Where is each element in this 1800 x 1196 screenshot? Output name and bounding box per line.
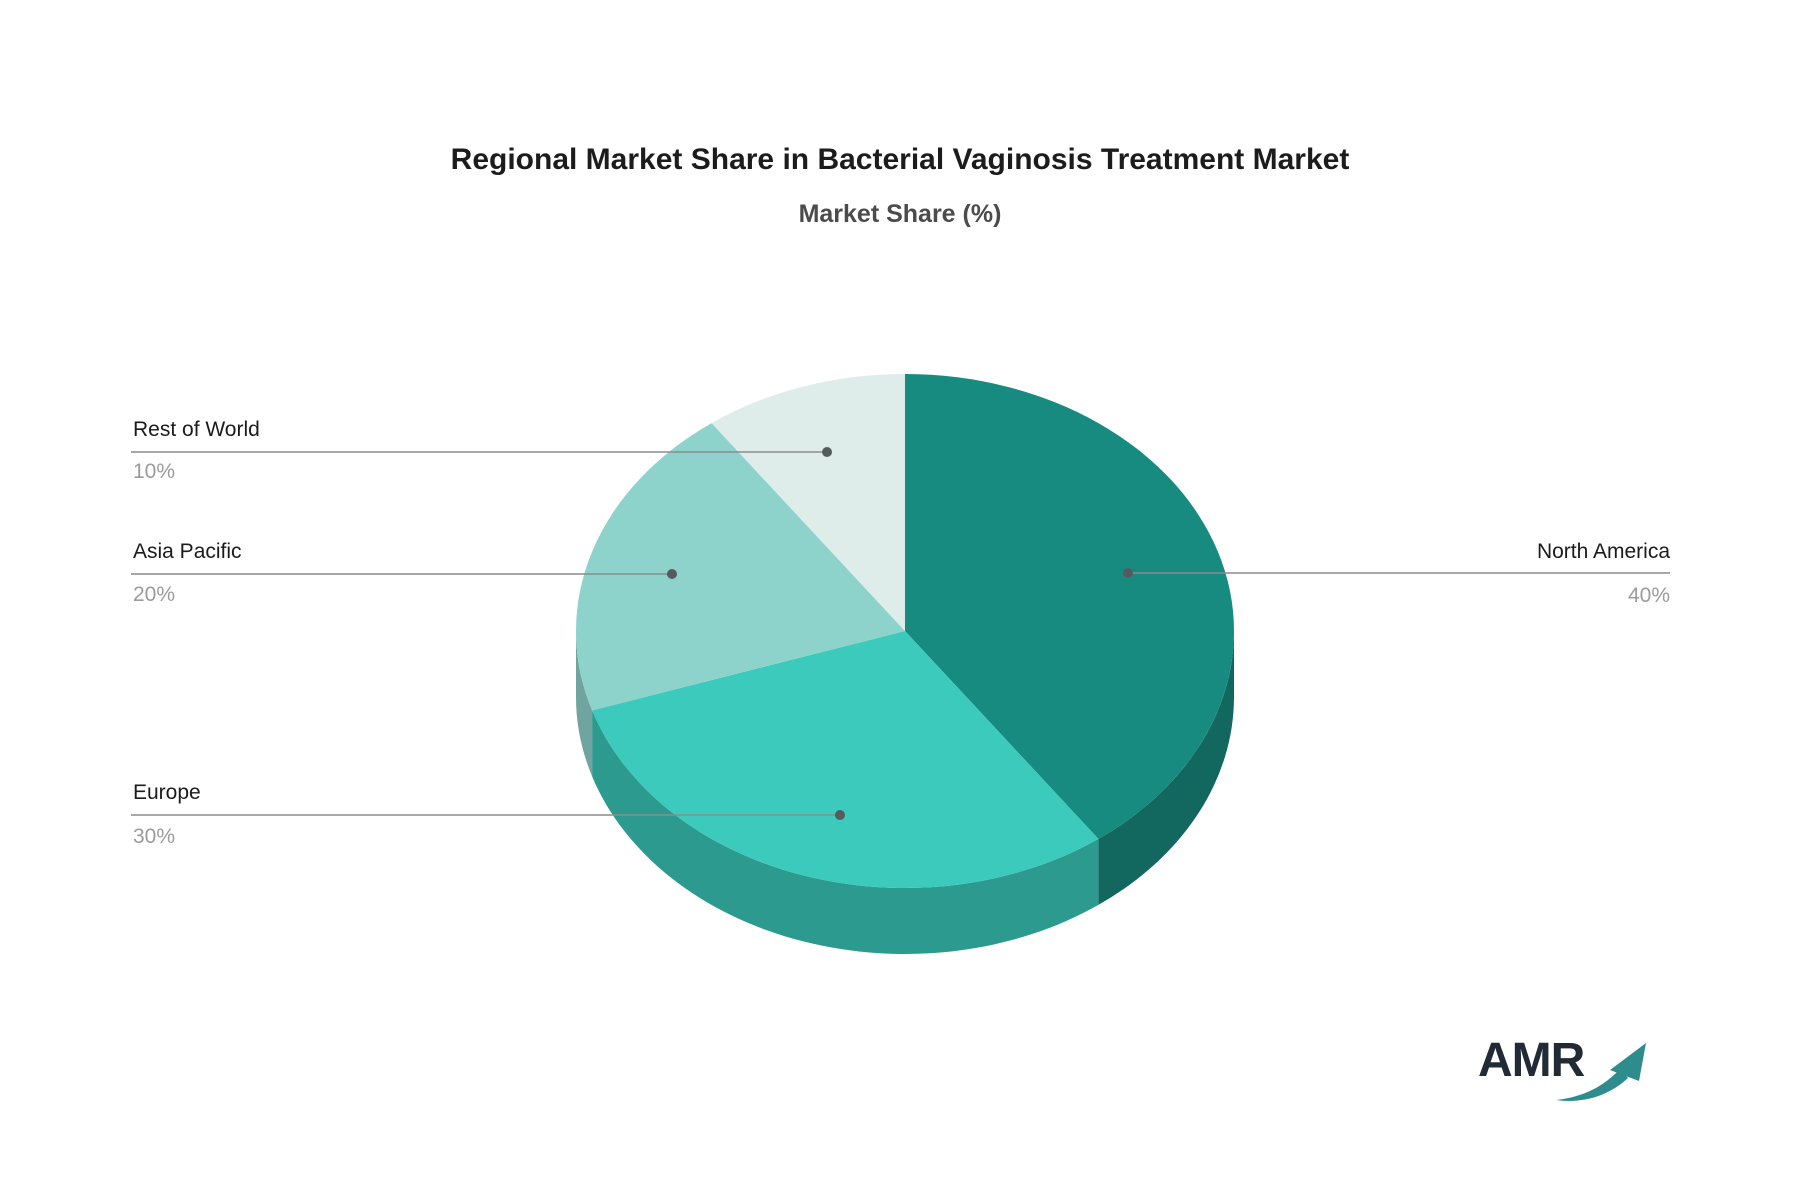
pie-slice-north-america[interactable] (905, 374, 1234, 839)
pie-slice-side-europe (592, 710, 1099, 954)
percent-rest-of-world: 10% (133, 460, 176, 483)
percent-europe: 30% (133, 825, 176, 848)
amr-logo-text: AMR (1478, 1034, 1585, 1087)
amr-logo-arrow-icon (1556, 1043, 1646, 1101)
percent-asia-pacific: 20% (133, 583, 176, 606)
chart-title: Regional Market Share in Bacterial Vagin… (450, 143, 1350, 176)
chart-subtitle: Market Share (%) (798, 200, 1002, 228)
amr-logo: AMR (1478, 1033, 1698, 1123)
leader-dot-north-america (1123, 568, 1133, 578)
label-rest-of-world: Rest of World (133, 418, 260, 441)
leader-dot-europe (835, 810, 845, 820)
label-north-america: North America (1536, 540, 1670, 563)
pie-slice-asia-pacific[interactable] (576, 423, 905, 711)
label-asia-pacific: Asia Pacific (133, 540, 242, 563)
pie-slice-rest-of-world[interactable] (711, 374, 905, 631)
pie-slice-side-asia-pacific (576, 631, 593, 777)
leader-dot-asia-pacific (667, 569, 677, 579)
percent-north-america: 40% (1627, 584, 1670, 607)
pie-slice-side-north-america (1098, 631, 1234, 905)
label-europe: Europe (133, 781, 201, 804)
pie-slice-europe[interactable] (592, 631, 1099, 888)
leader-dot-rest-of-world (822, 447, 832, 457)
